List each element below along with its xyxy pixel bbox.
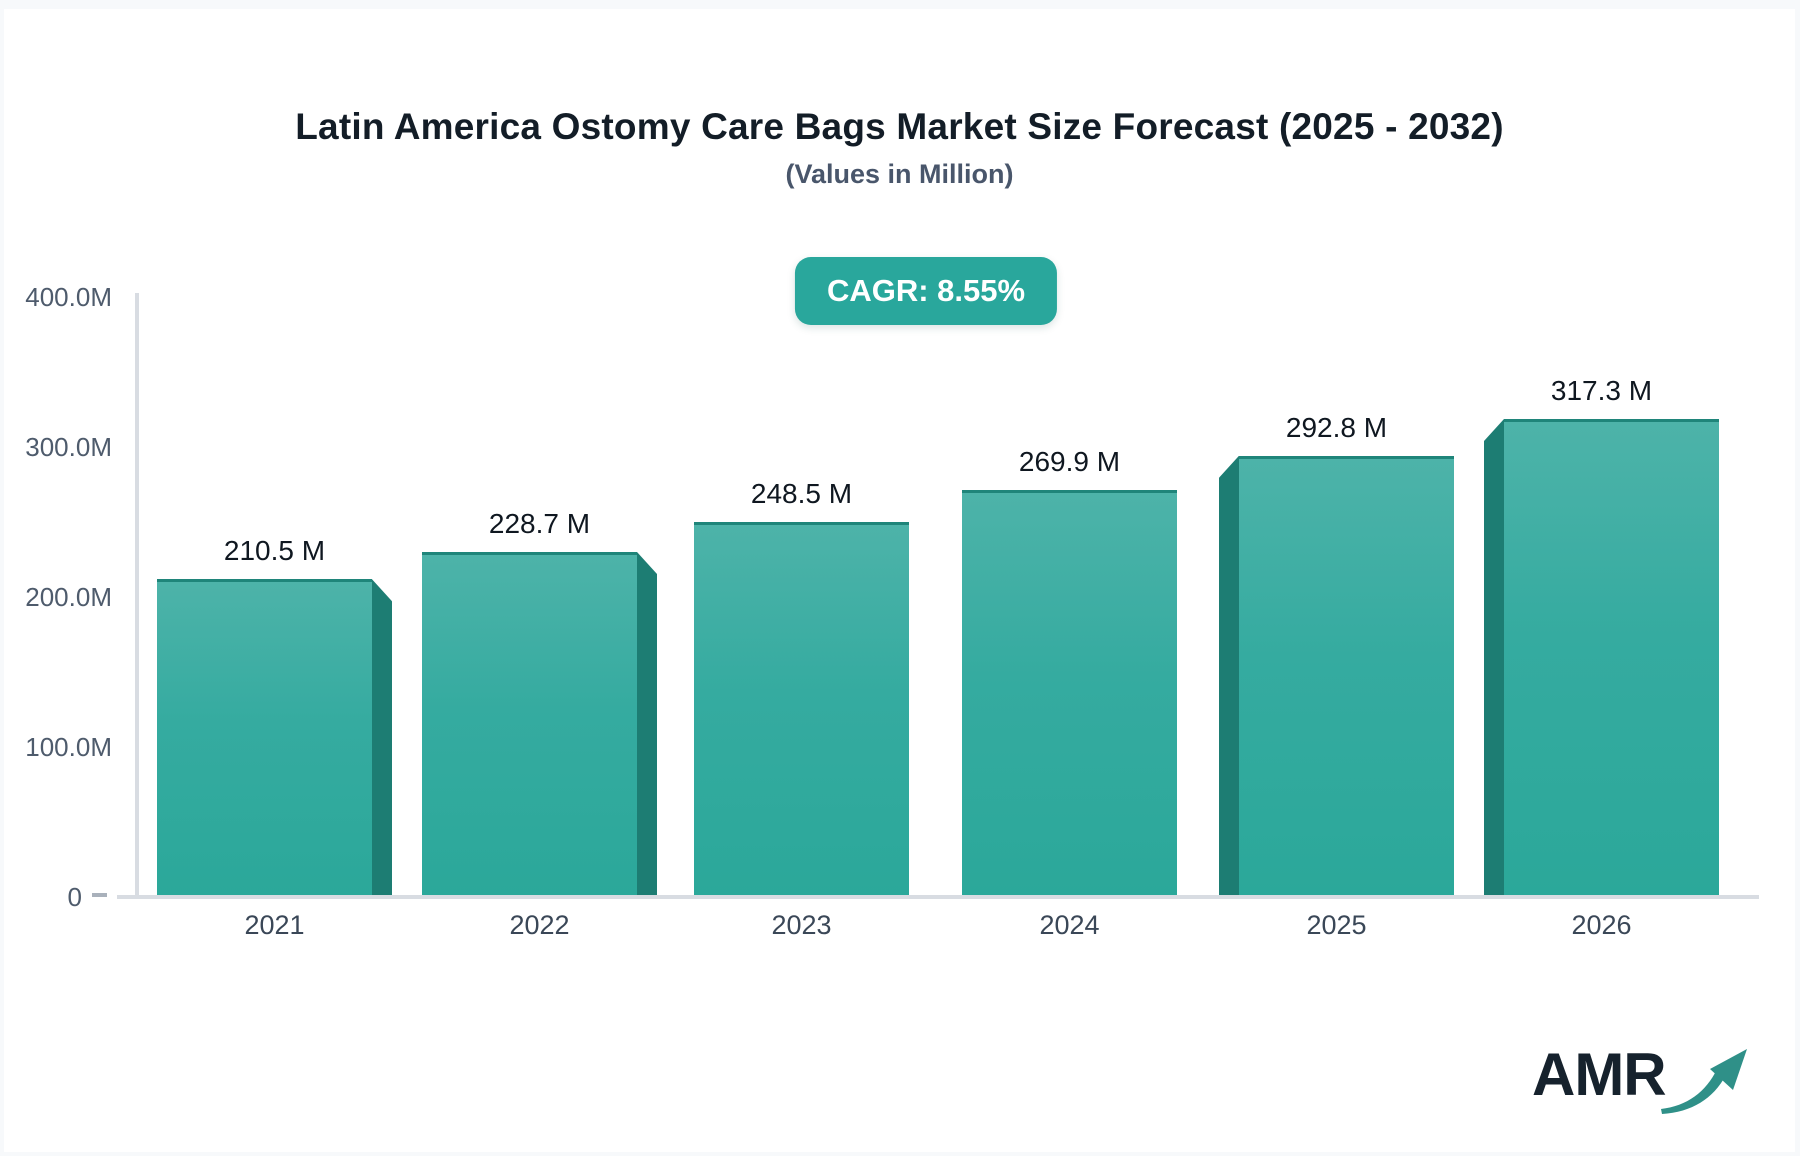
y-tick-label: 0 xyxy=(67,882,82,912)
bar-side-face xyxy=(1219,455,1239,895)
bar-value-label: 317.3 M xyxy=(1550,375,1653,407)
bar-front-face xyxy=(1239,455,1454,895)
y-axis xyxy=(135,293,139,896)
cagr-badge: CAGR: 8.55% xyxy=(794,257,1058,325)
bar-front-face xyxy=(962,490,1177,895)
x-tick-label: 2026 xyxy=(1571,910,1632,940)
bar-front-face xyxy=(694,522,909,895)
x-tick-label: 2022 xyxy=(509,910,570,940)
x-axis xyxy=(117,895,1759,899)
x-tick-label: 2023 xyxy=(771,910,832,940)
bar-2021 xyxy=(157,579,392,895)
bar-2023 xyxy=(694,522,909,895)
bar-side-face xyxy=(372,579,392,895)
page-subtitle: (Values in Million) xyxy=(785,159,1014,189)
y-tick-label: 200.0M xyxy=(25,582,112,612)
bar-value-label: 292.8 M xyxy=(1285,411,1388,443)
bar-front-face xyxy=(157,579,372,895)
bar-side-face xyxy=(637,551,657,895)
bar-value-label: 210.5 M xyxy=(223,535,326,567)
trend-up-arrow-icon xyxy=(1660,1049,1747,1114)
bar-value-label: 228.7 M xyxy=(488,507,591,539)
bar-2026 xyxy=(1484,419,1719,895)
bar-2025 xyxy=(1219,455,1454,895)
amr-logo: AMR xyxy=(1532,1045,1752,1119)
y-tick-label: 400.0M xyxy=(25,282,112,312)
bar-chart: 400.0M 300.0M 200.0M 100.0M 0 210.5 M 2021 228… xyxy=(4,9,1795,1152)
bar-value-label: 248.5 M xyxy=(750,478,853,510)
amr-logo-text: AMR xyxy=(1532,1041,1667,1108)
bar-front-face xyxy=(422,551,637,895)
page-title: Latin America Ostomy Care Bags Market Si… xyxy=(295,106,1504,147)
y-tick-label: 100.0M xyxy=(25,732,112,762)
x-tick-label: 2021 xyxy=(244,910,305,940)
zero-tick-mark xyxy=(92,893,107,897)
x-tick-label: 2024 xyxy=(1039,910,1100,940)
x-tick-label: 2025 xyxy=(1306,910,1367,940)
chart-card: Latin America Ostomy Care Bags Market Si… xyxy=(4,9,1795,1152)
bar-front-face xyxy=(1504,419,1719,895)
bar-2024 xyxy=(962,490,1177,895)
bar-side-face xyxy=(1484,419,1504,895)
bar-value-label: 269.9 M xyxy=(1018,446,1121,478)
y-tick-label: 300.0M xyxy=(25,432,112,462)
bar-2022 xyxy=(422,551,657,895)
